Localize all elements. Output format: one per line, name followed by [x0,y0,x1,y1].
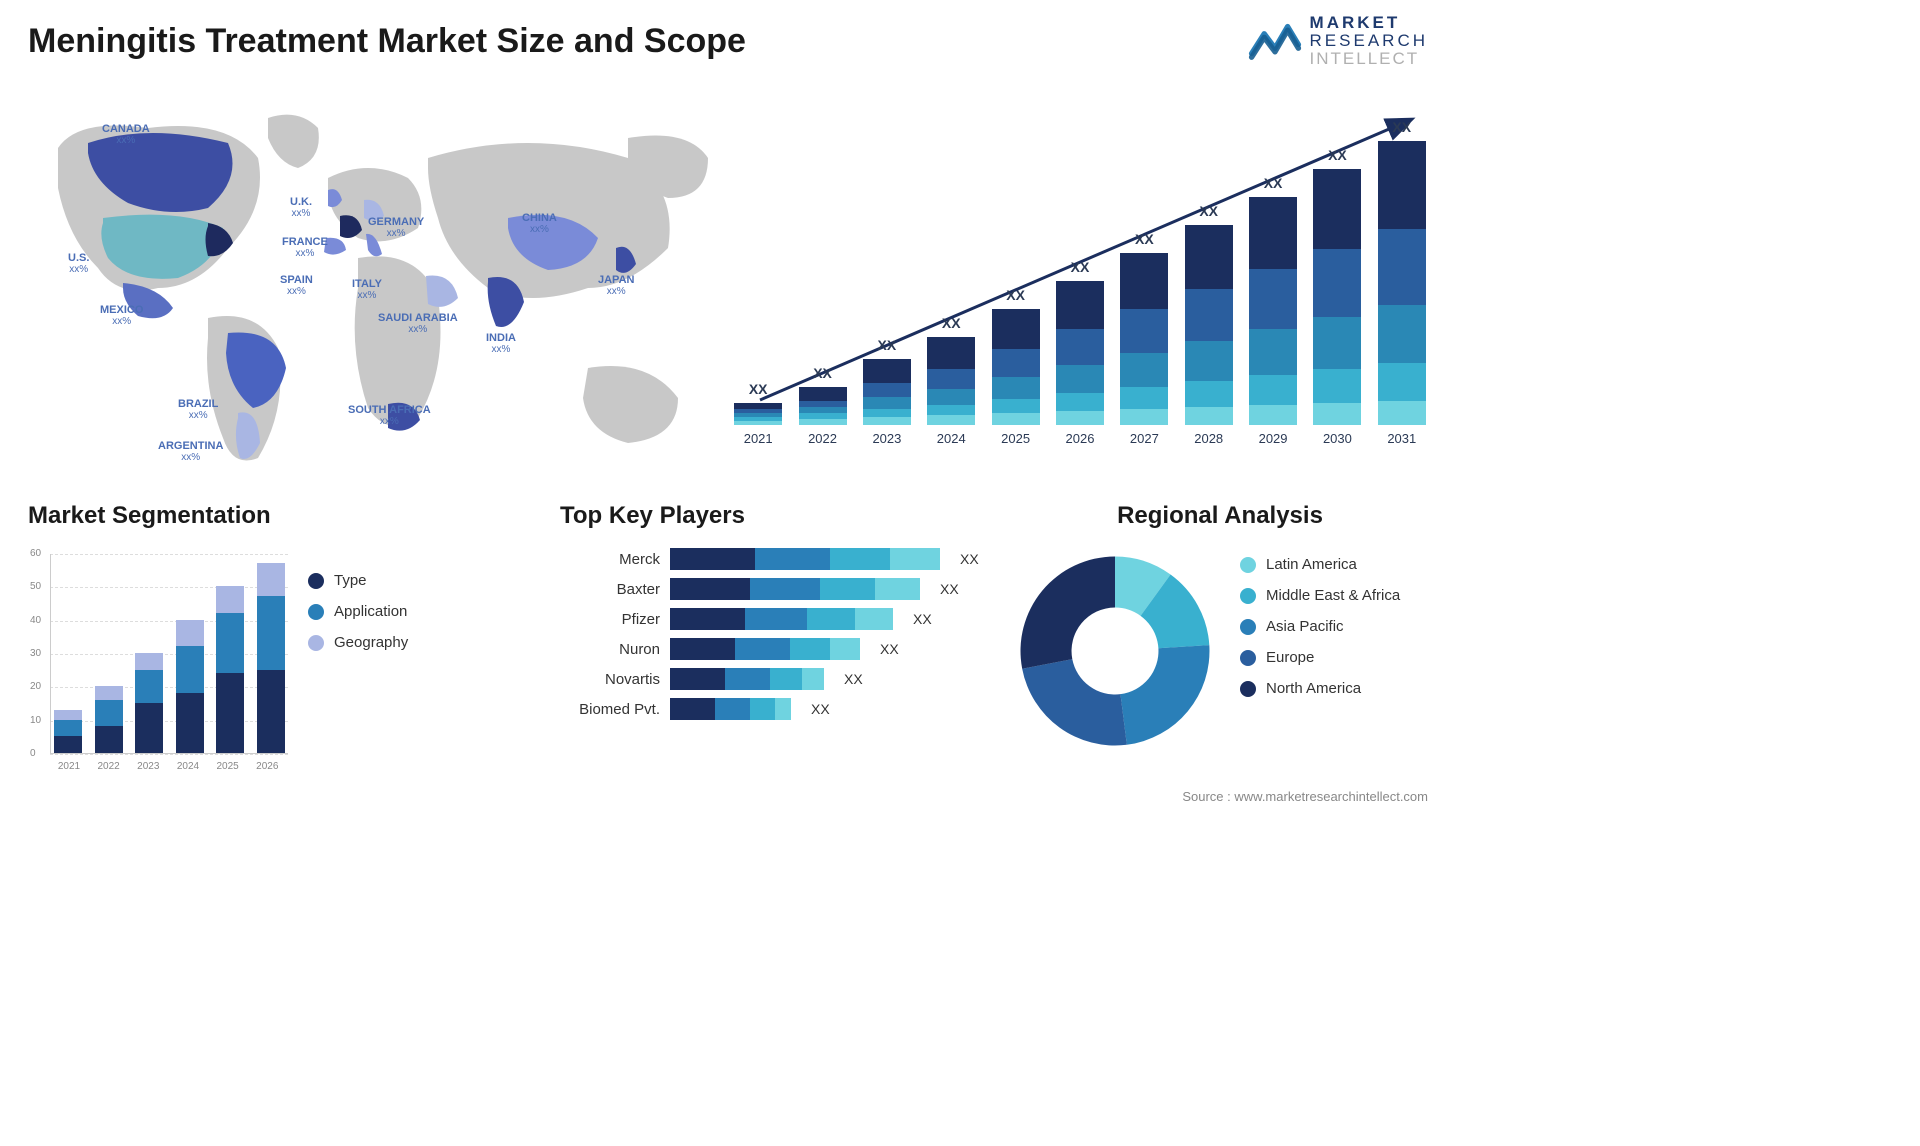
regional-analysis-panel: Regional Analysis Latin America Middle Ea… [1010,502,1430,782]
seg-bar-2021 [51,710,86,753]
donut-slice [1021,557,1116,669]
seg-legend-type: Type [308,572,408,589]
player-row-baxter: BaxterXX [560,578,990,600]
seg-legend-application: Application [308,603,408,620]
growth-bar-2028: XX2028 [1181,203,1237,446]
country-label-us: U.S.xx% [68,252,89,275]
growth-bar-2029: XX2029 [1245,175,1301,446]
brand-logo: MARKET RESEARCH INTELLECT [1248,14,1428,68]
segmentation-title: Market Segmentation [28,502,498,530]
region-legend-europe: Europe [1240,649,1400,666]
region-legend-north-america: North America [1240,680,1400,697]
players-title: Top Key Players [560,502,990,530]
logo-text-2: RESEARCH [1310,32,1428,50]
player-row-novartis: NovartisXX [560,668,990,690]
regional-title: Regional Analysis [1010,502,1430,530]
country-label-southafrica: SOUTH AFRICAxx% [348,404,431,427]
country-label-mexico: MEXICOxx% [100,304,143,327]
seg-bar-2025 [213,586,248,753]
market-segmentation-panel: Market Segmentation 01020304050602021202… [28,502,498,782]
market-growth-chart: XX2021XX2022XX2023XX2024XX2025XX2026XX20… [730,100,1430,468]
country-label-china: CHINAxx% [522,212,557,235]
country-label-brazil: BRAZILxx% [178,398,218,421]
growth-bar-2027: XX2027 [1116,231,1172,446]
growth-bar-2023: XX2023 [859,337,915,446]
country-label-italy: ITALYxx% [352,278,382,301]
country-label-germany: GERMANYxx% [368,216,424,239]
growth-bar-2024: XX2024 [923,315,979,446]
country-label-argentina: ARGENTINAxx% [158,440,223,463]
donut-slice [1120,645,1209,745]
region-legend-latin-america: Latin America [1240,556,1400,573]
growth-bar-2025: XX2025 [987,287,1043,446]
source-attribution: Source : www.marketresearchintellect.com [1182,789,1428,804]
country-label-saudiarabia: SAUDI ARABIAxx% [378,312,458,335]
country-label-uk: U.K.xx% [290,196,312,219]
growth-bar-2026: XX2026 [1052,259,1108,446]
country-label-france: FRANCExx% [282,236,328,259]
logo-mark-icon [1248,14,1302,68]
seg-legend-geography: Geography [308,634,408,651]
seg-bar-2023 [132,653,167,753]
growth-bar-2022: XX2022 [794,365,850,446]
player-row-nuron: NuronXX [560,638,990,660]
region-legend-asia-pacific: Asia Pacific [1240,618,1400,635]
country-label-india: INDIAxx% [486,332,516,355]
growth-bar-2030: XX2030 [1309,147,1365,446]
logo-text-1: MARKET [1310,14,1428,32]
segmentation-chart: 0102030405060202120222023202420252026 [28,546,288,776]
country-label-japan: JAPANxx% [598,274,634,297]
world-map: CANADAxx% U.S.xx% MEXICOxx% BRAZILxx% ARGENT… [28,88,708,468]
seg-bar-2022 [92,686,127,753]
region-legend-middle-east---africa: Middle East & Africa [1240,587,1400,604]
country-label-spain: SPAINxx% [280,274,313,297]
seg-bar-2026 [254,563,289,753]
growth-bar-2031: XX2031 [1374,119,1430,446]
segmentation-legend: Type Application Geography [308,572,408,651]
country-label-canada: CANADAxx% [102,123,150,146]
regional-legend: Latin America Middle East & Africa Asia Pa… [1240,556,1400,697]
page-title: Meningitis Treatment Market Size and Sco… [28,22,746,61]
regional-donut-chart [1010,546,1220,761]
donut-slice [1022,659,1127,745]
player-row-biomedpvt: Biomed Pvt.XX [560,698,990,720]
key-players-panel: Top Key Players MerckXX BaxterXX PfizerXX N… [560,502,990,782]
player-row-pfizer: PfizerXX [560,608,990,630]
logo-text-3: INTELLECT [1310,50,1428,68]
player-row-merck: MerckXX [560,548,990,570]
growth-bar-2021: XX2021 [730,381,786,446]
seg-bar-2024 [173,620,208,753]
